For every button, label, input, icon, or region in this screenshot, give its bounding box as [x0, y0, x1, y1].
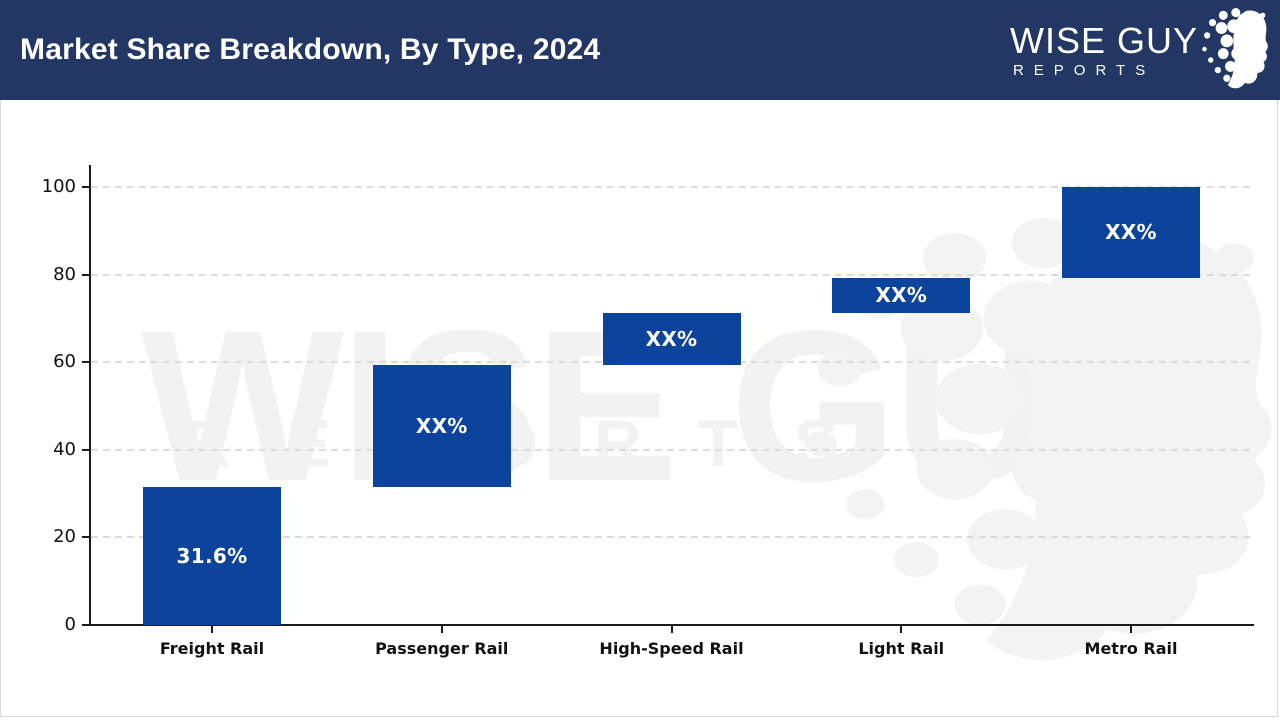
bar-value-label: XX% [645, 326, 698, 351]
page-title: Market Share Breakdown, By Type, 2024 [20, 33, 601, 66]
x-axis-label: Passenger Rail [375, 639, 509, 658]
header-bar: Market Share Breakdown, By Type, 2024 WI… [0, 0, 1280, 100]
x-axis-label: Freight Rail [159, 639, 265, 658]
bar-value-label: XX% [415, 413, 468, 438]
bar-light-rail: XX% [832, 277, 971, 314]
watermark-face-icon [804, 218, 1272, 660]
y-tick [82, 186, 89, 188]
brand-logo: WISE GUY REPORTS [1010, 8, 1268, 92]
brand-face-icon [1202, 8, 1268, 89]
gridline [91, 186, 1253, 188]
x-tick [670, 626, 673, 633]
y-tick [82, 624, 89, 626]
bar-value-label: XX% [1105, 220, 1157, 245]
x-tick [900, 626, 903, 633]
chart-panel: WISE GUY REPORTS 0 20 40 60 80 100 31.6% Freigh… [0, 100, 1278, 717]
brand-name: WISE GUY [1009, 19, 1198, 61]
x-tick [1130, 626, 1132, 633]
x-axis-label: Light Rail [858, 639, 945, 658]
y-tick [82, 273, 89, 276]
bar-passenger-rail: XX% [372, 364, 511, 487]
y-tick-label: 60 [53, 351, 76, 373]
y-tick-label: 40 [53, 438, 76, 460]
y-tick [82, 448, 89, 451]
x-axis-label: Metro Rail [1084, 639, 1178, 658]
bar-value-label: 31.6% [176, 543, 248, 568]
bar-value-label: XX% [875, 283, 928, 308]
x-axis-label: High-Speed Rail [599, 639, 744, 658]
y-tick-label: 20 [53, 526, 76, 548]
plot-area: 0 20 40 60 80 100 31.6% Freight Rail XX% Passenge… [1, 100, 1277, 716]
bar-freight-rail: 31.6% [143, 486, 281, 625]
gridline [91, 273, 1253, 276]
y-tick-label: 100 [41, 176, 76, 197]
x-tick [211, 626, 213, 633]
y-tick [82, 361, 89, 364]
bar-high-speed-rail: XX% [602, 313, 741, 365]
gridline [91, 448, 1253, 451]
gridline [91, 536, 1253, 539]
brand-logo-text: WISE GUY REPORTS [1009, 19, 1198, 79]
bar-metro-rail: XX% [1062, 187, 1200, 278]
x-axis [89, 624, 1254, 626]
y-tick [82, 536, 89, 539]
y-axis [89, 165, 91, 626]
brand-subtitle: REPORTS [1012, 61, 1156, 79]
y-tick-label: 80 [53, 263, 76, 285]
y-tick-label: 0 [64, 614, 76, 635]
x-tick [440, 626, 443, 633]
